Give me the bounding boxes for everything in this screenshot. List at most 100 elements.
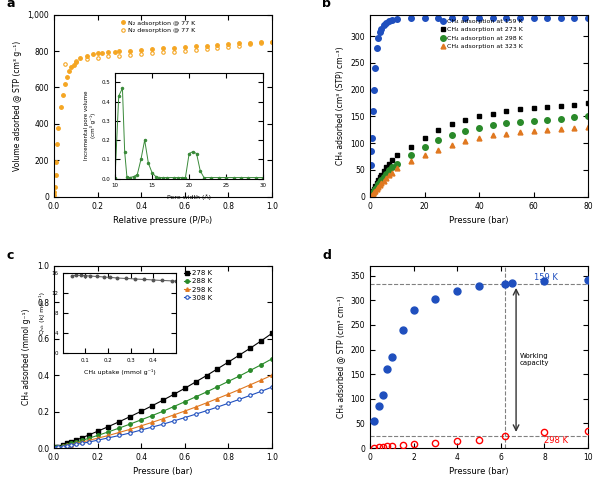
278 K: [127, 413, 134, 419]
288 K: [225, 378, 232, 384]
N₂ desorption @ 77 K: [94, 55, 101, 60]
159 K: [454, 288, 461, 294]
CH₄ adsorption at 273 K: [380, 168, 387, 174]
Text: 298 K: 298 K: [544, 436, 568, 445]
X-axis label: Pressure (bar): Pressure (bar): [449, 216, 509, 225]
298 K: [268, 372, 275, 378]
X-axis label: Pressure (bar): Pressure (bar): [449, 468, 509, 476]
308 K: [94, 437, 101, 443]
CH₄ adsorption at 159 K: [376, 29, 383, 35]
CH₄ adsorption at 273 K: [434, 127, 442, 132]
159 K: [375, 403, 382, 409]
278 K: [52, 445, 59, 450]
CH₄ adsorption at 273 K: [584, 100, 592, 106]
298 K: [375, 444, 382, 450]
288 K: [160, 408, 167, 414]
N₂ desorption @ 77 K: [148, 50, 155, 56]
N₂ adsorption @ 77 K: [50, 191, 58, 197]
N₂ adsorption @ 77 K: [52, 172, 59, 178]
Text: a: a: [6, 0, 14, 10]
288 K: [79, 437, 86, 443]
Text: d: d: [322, 249, 331, 262]
CH₄ adsorption at 298 K: [421, 145, 428, 150]
159 K: [432, 297, 439, 302]
298 K: [388, 443, 395, 449]
CH₄ adsorption at 323 K: [462, 138, 469, 144]
N₂ desorption @ 77 K: [170, 49, 178, 55]
278 K: [170, 392, 178, 397]
308 K: [68, 442, 75, 448]
308 K: [55, 445, 62, 450]
N₂ adsorption @ 77 K: [55, 125, 62, 131]
308 K: [116, 432, 123, 438]
298 K: [55, 445, 62, 450]
Text: b: b: [322, 0, 331, 10]
CH₄ adsorption at 298 K: [369, 190, 376, 196]
CH₄ adsorption at 159 K: [394, 16, 401, 22]
278 K: [79, 435, 86, 441]
CH₄ adsorption at 323 K: [407, 158, 415, 164]
308 K: [268, 384, 275, 390]
288 K: [59, 443, 67, 449]
CH₄ adsorption at 273 K: [369, 188, 376, 194]
CH₄ adsorption at 159 K: [373, 45, 380, 51]
N₂ desorption @ 77 K: [105, 54, 112, 59]
298 K: [247, 382, 254, 388]
CH₄ adsorption at 298 K: [571, 114, 578, 120]
298 K: [160, 416, 167, 422]
Line: 308 K: 308 K: [53, 385, 274, 450]
CH₄ adsorption at 323 K: [377, 180, 385, 186]
CH₄ adsorption at 323 K: [503, 131, 510, 136]
CH₄ adsorption at 273 K: [475, 113, 482, 119]
288 K: [148, 412, 155, 418]
288 K: [116, 425, 123, 431]
308 K: [214, 404, 221, 410]
Text: 159 K: 159 K: [533, 273, 557, 282]
CH₄ adsorption at 159 K: [434, 15, 442, 21]
298 K: [454, 438, 461, 444]
Line: 288 K: 288 K: [53, 357, 274, 450]
Line: CH₄ adsorption at 273 K: CH₄ adsorption at 273 K: [368, 100, 590, 198]
278 K: [247, 345, 254, 351]
288 K: [52, 445, 59, 451]
308 K: [64, 443, 71, 449]
N₂ adsorption @ 77 K: [70, 62, 77, 68]
CH₄ adsorption at 273 K: [448, 121, 455, 127]
278 K: [116, 419, 123, 425]
CH₄ adsorption at 159 K: [544, 15, 551, 21]
CH₄ adsorption at 273 K: [394, 152, 401, 158]
CH₄ adsorption at 323 K: [434, 147, 442, 152]
298 K: [170, 412, 178, 418]
159 K: [384, 366, 391, 372]
278 K: [236, 352, 243, 358]
X-axis label: Pressure (bar): Pressure (bar): [133, 468, 193, 476]
288 K: [247, 368, 254, 374]
CH₄ adsorption at 323 K: [475, 135, 482, 141]
N₂ adsorption @ 77 K: [57, 105, 64, 111]
CH₄ adsorption at 273 K: [571, 102, 578, 108]
CH₄ adsorption at 273 K: [368, 190, 376, 196]
CH₄ adsorption at 273 K: [373, 180, 380, 186]
CH₄ adsorption at 323 K: [371, 189, 378, 195]
Line: CH₄ adsorption at 159 K: CH₄ adsorption at 159 K: [368, 15, 591, 168]
278 K: [59, 442, 67, 448]
159 K: [410, 307, 417, 313]
CH₄ adsorption at 273 K: [377, 172, 385, 178]
278 K: [214, 366, 221, 372]
CH₄ adsorption at 273 K: [503, 108, 510, 114]
308 K: [72, 442, 79, 448]
308 K: [137, 427, 145, 433]
Line: 278 K: 278 K: [53, 332, 274, 450]
298 K: [410, 441, 417, 447]
N₂ desorption @ 77 K: [247, 41, 254, 47]
298 K: [72, 441, 79, 447]
CH₄ adsorption at 323 K: [368, 192, 376, 198]
N₂ desorption @ 77 K: [181, 48, 188, 54]
N₂ adsorption @ 77 K: [214, 42, 221, 48]
CH₄ adsorption at 323 K: [516, 129, 523, 135]
N₂ adsorption @ 77 K: [53, 141, 61, 147]
N₂ adsorption @ 77 K: [170, 45, 178, 51]
N₂ desorption @ 77 K: [61, 61, 68, 67]
Y-axis label: Volume adsorbed @ STP (cm³ g⁻¹): Volume adsorbed @ STP (cm³ g⁻¹): [13, 40, 22, 171]
298 K: [52, 445, 59, 451]
